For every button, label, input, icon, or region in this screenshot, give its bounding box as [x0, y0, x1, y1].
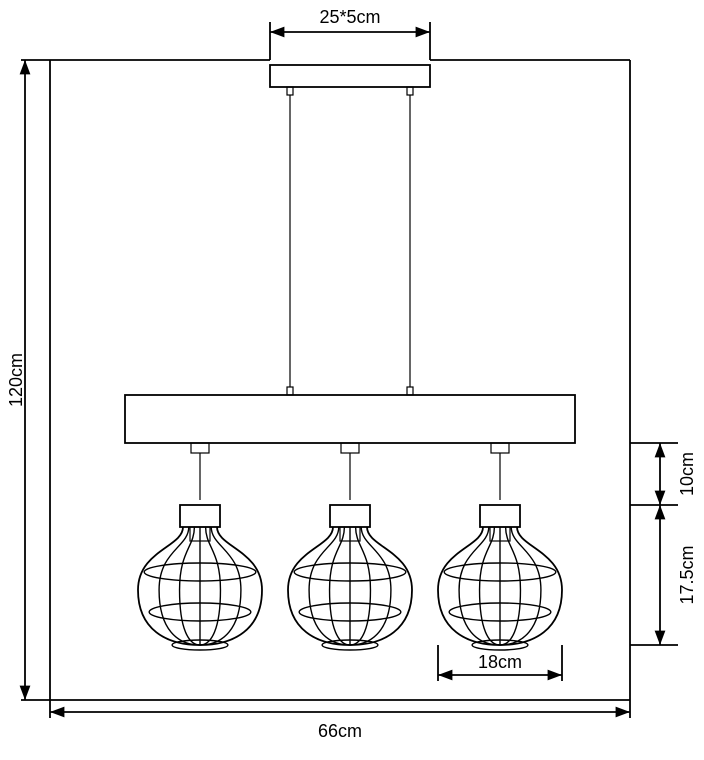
label-ceiling-plate: 25*5cm — [319, 7, 380, 27]
technical-drawing: 25*5cm 120cm 10cm 17.5cm 18cm 66cm — [0, 0, 704, 760]
lamp-cage — [288, 443, 412, 650]
ceiling-plate — [270, 65, 430, 87]
lamp-cage — [138, 443, 262, 650]
label-drop-length: 10cm — [677, 452, 697, 496]
label-total-height: 120cm — [6, 353, 26, 407]
lamp-cage — [438, 443, 562, 650]
label-cage-height: 17.5cm — [677, 545, 697, 604]
beam — [125, 395, 575, 443]
label-total-width: 66cm — [318, 721, 362, 741]
label-cage-width: 18cm — [478, 652, 522, 672]
